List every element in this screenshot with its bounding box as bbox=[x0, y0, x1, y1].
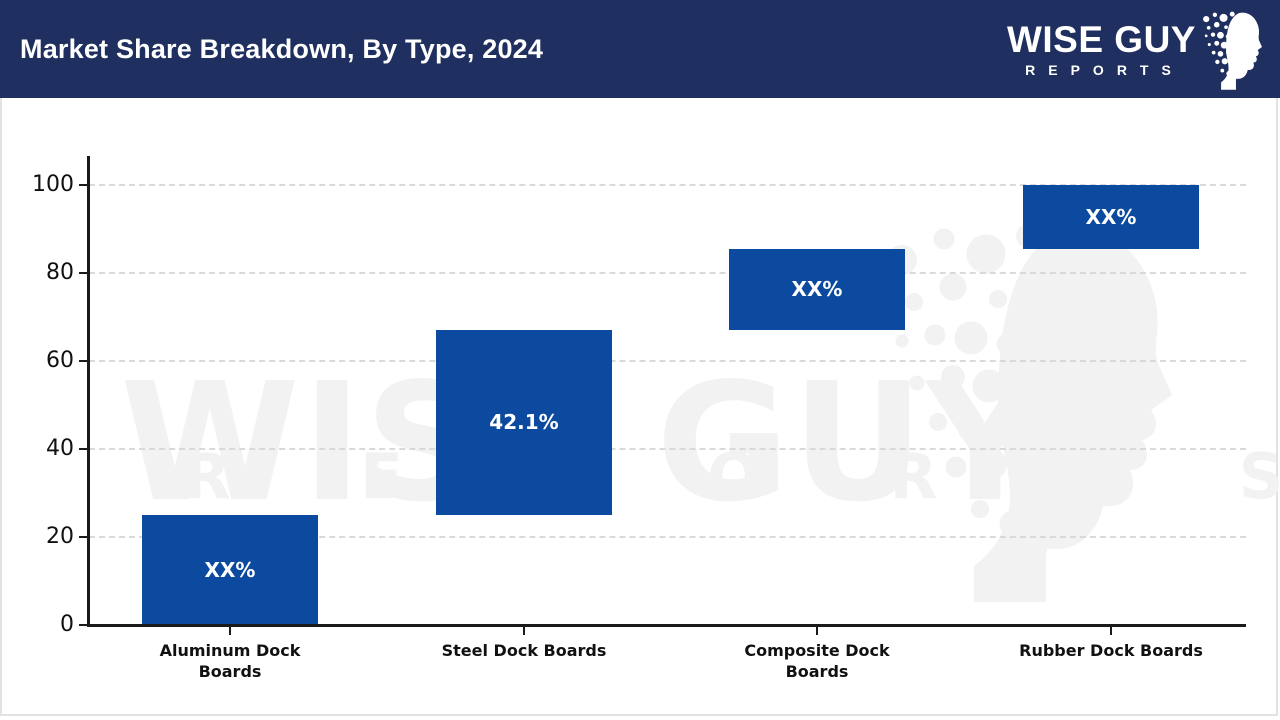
y-axis-tick-mark bbox=[79, 184, 87, 186]
y-axis-tick-mark bbox=[79, 536, 87, 538]
y-axis-tick-label: 60 bbox=[46, 348, 74, 373]
brand-head-profile-icon bbox=[1203, 11, 1262, 90]
x-axis-tick-mark bbox=[1110, 627, 1112, 635]
x-axis-tick-mark bbox=[229, 627, 231, 635]
y-axis-tick-mark bbox=[79, 272, 87, 274]
bar: XX% bbox=[142, 515, 318, 625]
y-axis-line bbox=[87, 156, 90, 627]
figure-border bbox=[0, 98, 1278, 716]
x-axis-tick-mark bbox=[523, 627, 525, 635]
gridline bbox=[89, 360, 1246, 362]
y-axis-tick-label: 40 bbox=[46, 436, 74, 461]
x-axis-tick-label: Steel Dock Boards bbox=[441, 641, 607, 660]
brand-logo: WISE GUY REPORTS bbox=[1007, 9, 1262, 90]
bar-value-label: XX% bbox=[791, 277, 843, 302]
x-axis-tick-label: Rubber Dock Boards bbox=[1019, 641, 1203, 660]
y-axis-tick-label: 80 bbox=[46, 260, 74, 285]
header-bar: Market Share Breakdown, By Type, 2024 WI… bbox=[0, 0, 1280, 98]
brand-subtitle: REPORTS bbox=[1025, 62, 1184, 78]
brand-name: WISE GUY bbox=[1006, 19, 1196, 60]
x-axis-tick-label: Aluminum Dock Boards bbox=[159, 641, 301, 681]
plot-area: WISE GUY R E P O R T S 0 20 40 60 80 100 XX% 42… bbox=[0, 98, 1280, 720]
gridline bbox=[89, 184, 1246, 186]
bar: XX% bbox=[729, 248, 905, 330]
y-axis-tick-label: 100 bbox=[32, 172, 74, 197]
y-axis-tick-mark bbox=[79, 448, 87, 450]
gridline bbox=[89, 272, 1246, 274]
y-axis-tick-label: 0 bbox=[60, 612, 74, 637]
y-axis-tick-mark bbox=[79, 624, 87, 626]
page-title: Market Share Breakdown, By Type, 2024 bbox=[20, 33, 544, 64]
watermark-head-profile-icon bbox=[887, 224, 1172, 602]
x-axis-tick-mark bbox=[816, 627, 818, 635]
y-axis-tick-mark bbox=[79, 360, 87, 362]
bar-value-label: XX% bbox=[204, 558, 256, 582]
bar-value-label: XX% bbox=[1085, 204, 1137, 229]
gridline bbox=[89, 536, 1246, 538]
bar: XX% bbox=[1023, 185, 1199, 249]
brand-logo-text: WISE GUY REPORTS bbox=[1007, 21, 1196, 77]
gridline bbox=[89, 448, 1246, 450]
bar-value-label: 42.1% bbox=[489, 410, 559, 435]
bar: 42.1% bbox=[436, 329, 612, 515]
x-axis-line bbox=[87, 624, 1246, 627]
x-axis-tick-label: Composite Dock Boards bbox=[744, 641, 890, 681]
y-axis-tick-label: 20 bbox=[46, 524, 74, 549]
